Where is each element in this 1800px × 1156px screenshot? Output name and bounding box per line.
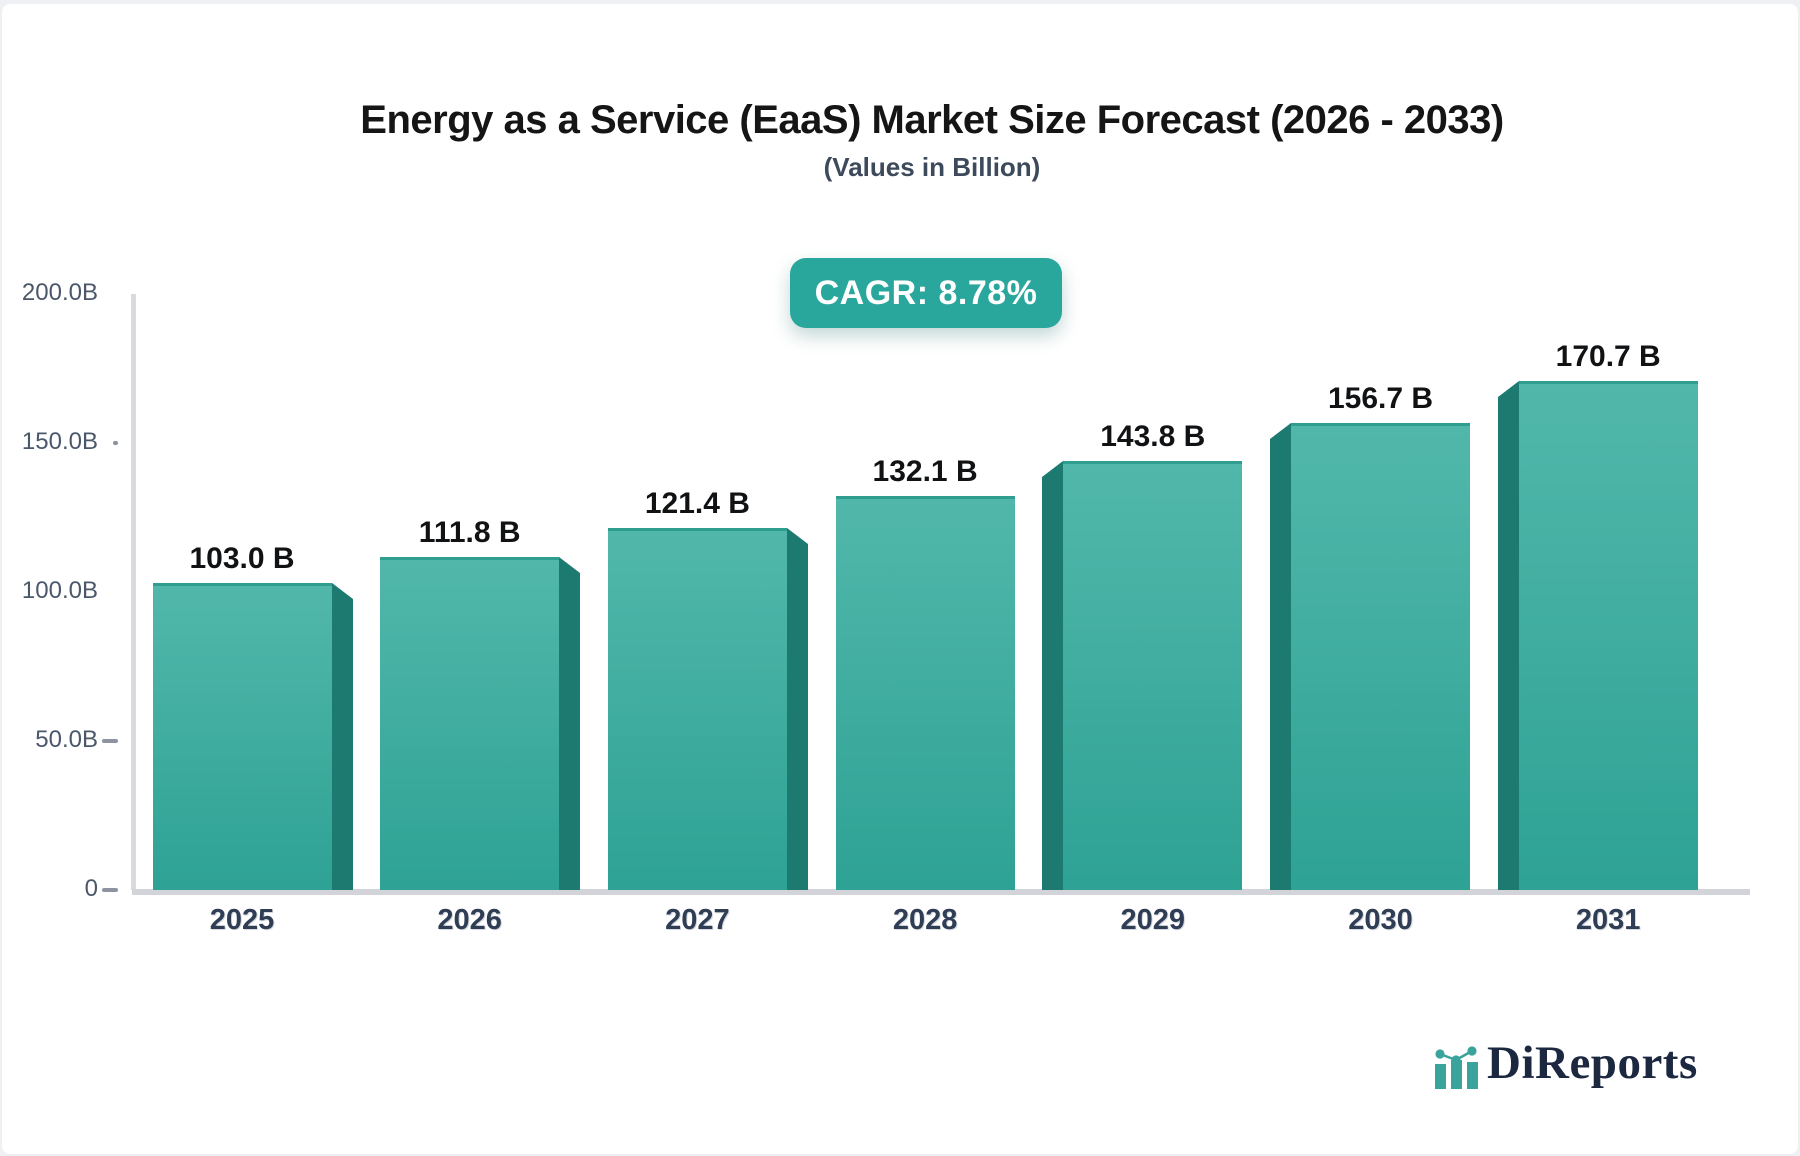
bar-2028 bbox=[836, 496, 1015, 890]
y-axis-tick-mark bbox=[102, 739, 118, 743]
y-axis-tick-label: 150.0B bbox=[21, 428, 98, 455]
chart-title: Energy as a Service (EaaS) Market Size F… bbox=[360, 98, 1504, 142]
x-axis-tick-label: 2030 bbox=[1348, 904, 1413, 936]
y-axis-tick-label: 50.0B bbox=[35, 726, 98, 753]
y-axis-tick-mark bbox=[113, 441, 118, 445]
x-axis-tick-label: 2029 bbox=[1120, 904, 1186, 936]
brand-logo: DiReports bbox=[1432, 1036, 1698, 1090]
bar-2027 bbox=[608, 528, 787, 890]
bar-2029 bbox=[1063, 461, 1242, 890]
x-axis-tick-label: 2031 bbox=[1575, 904, 1641, 936]
chart-subtitle: (Values in Billion) bbox=[823, 152, 1041, 182]
x-axis-tick-label: 2027 bbox=[665, 904, 730, 936]
x-axis-tick-label: 2028 bbox=[892, 904, 958, 936]
bar-value-label: 132.1 B bbox=[872, 455, 978, 488]
x-axis-tick-label: 2026 bbox=[437, 904, 502, 936]
y-axis-line bbox=[131, 294, 136, 890]
bar-value-label: 156.7 B bbox=[1327, 382, 1434, 415]
bar-2031 bbox=[1519, 381, 1698, 890]
bar-side-2027 bbox=[787, 528, 808, 890]
y-axis-tick-label: 200.0B bbox=[21, 279, 98, 306]
bar-value-label: 143.8 B bbox=[1100, 420, 1206, 453]
bar-side-2026 bbox=[559, 557, 580, 890]
brand-name: DiReports bbox=[1487, 1037, 1698, 1089]
bar-side-2029 bbox=[1042, 461, 1063, 890]
bar-side-2030 bbox=[1270, 423, 1291, 890]
bar-2025 bbox=[153, 583, 332, 890]
bar-side-2025 bbox=[332, 583, 353, 890]
bar-value-label: 121.4 B bbox=[644, 487, 750, 520]
bar-value-label: 170.7 B bbox=[1555, 340, 1661, 373]
bar-2026 bbox=[380, 557, 559, 890]
x-axis-baseline bbox=[132, 889, 1750, 895]
bar-side-2031 bbox=[1498, 381, 1519, 890]
bar-value-label: 103.0 B bbox=[189, 542, 295, 575]
cagr-badge: CAGR: 8.78% bbox=[790, 258, 1062, 328]
cagr-badge-label: CAGR: 8.78% bbox=[814, 273, 1038, 312]
y-axis-tick-mark bbox=[102, 888, 118, 892]
x-axis-tick-label: 2025 bbox=[209, 904, 275, 936]
y-axis-tick-label: 100.0B bbox=[21, 577, 98, 604]
bar-2030 bbox=[1291, 423, 1470, 890]
bar-line-chart-icon bbox=[1432, 1037, 1480, 1089]
chart-card: Energy as a Service (EaaS) Market Size F… bbox=[2, 4, 1798, 1154]
y-axis-tick-label: 0 bbox=[84, 875, 98, 902]
bar-value-label: 111.8 B bbox=[418, 516, 521, 549]
